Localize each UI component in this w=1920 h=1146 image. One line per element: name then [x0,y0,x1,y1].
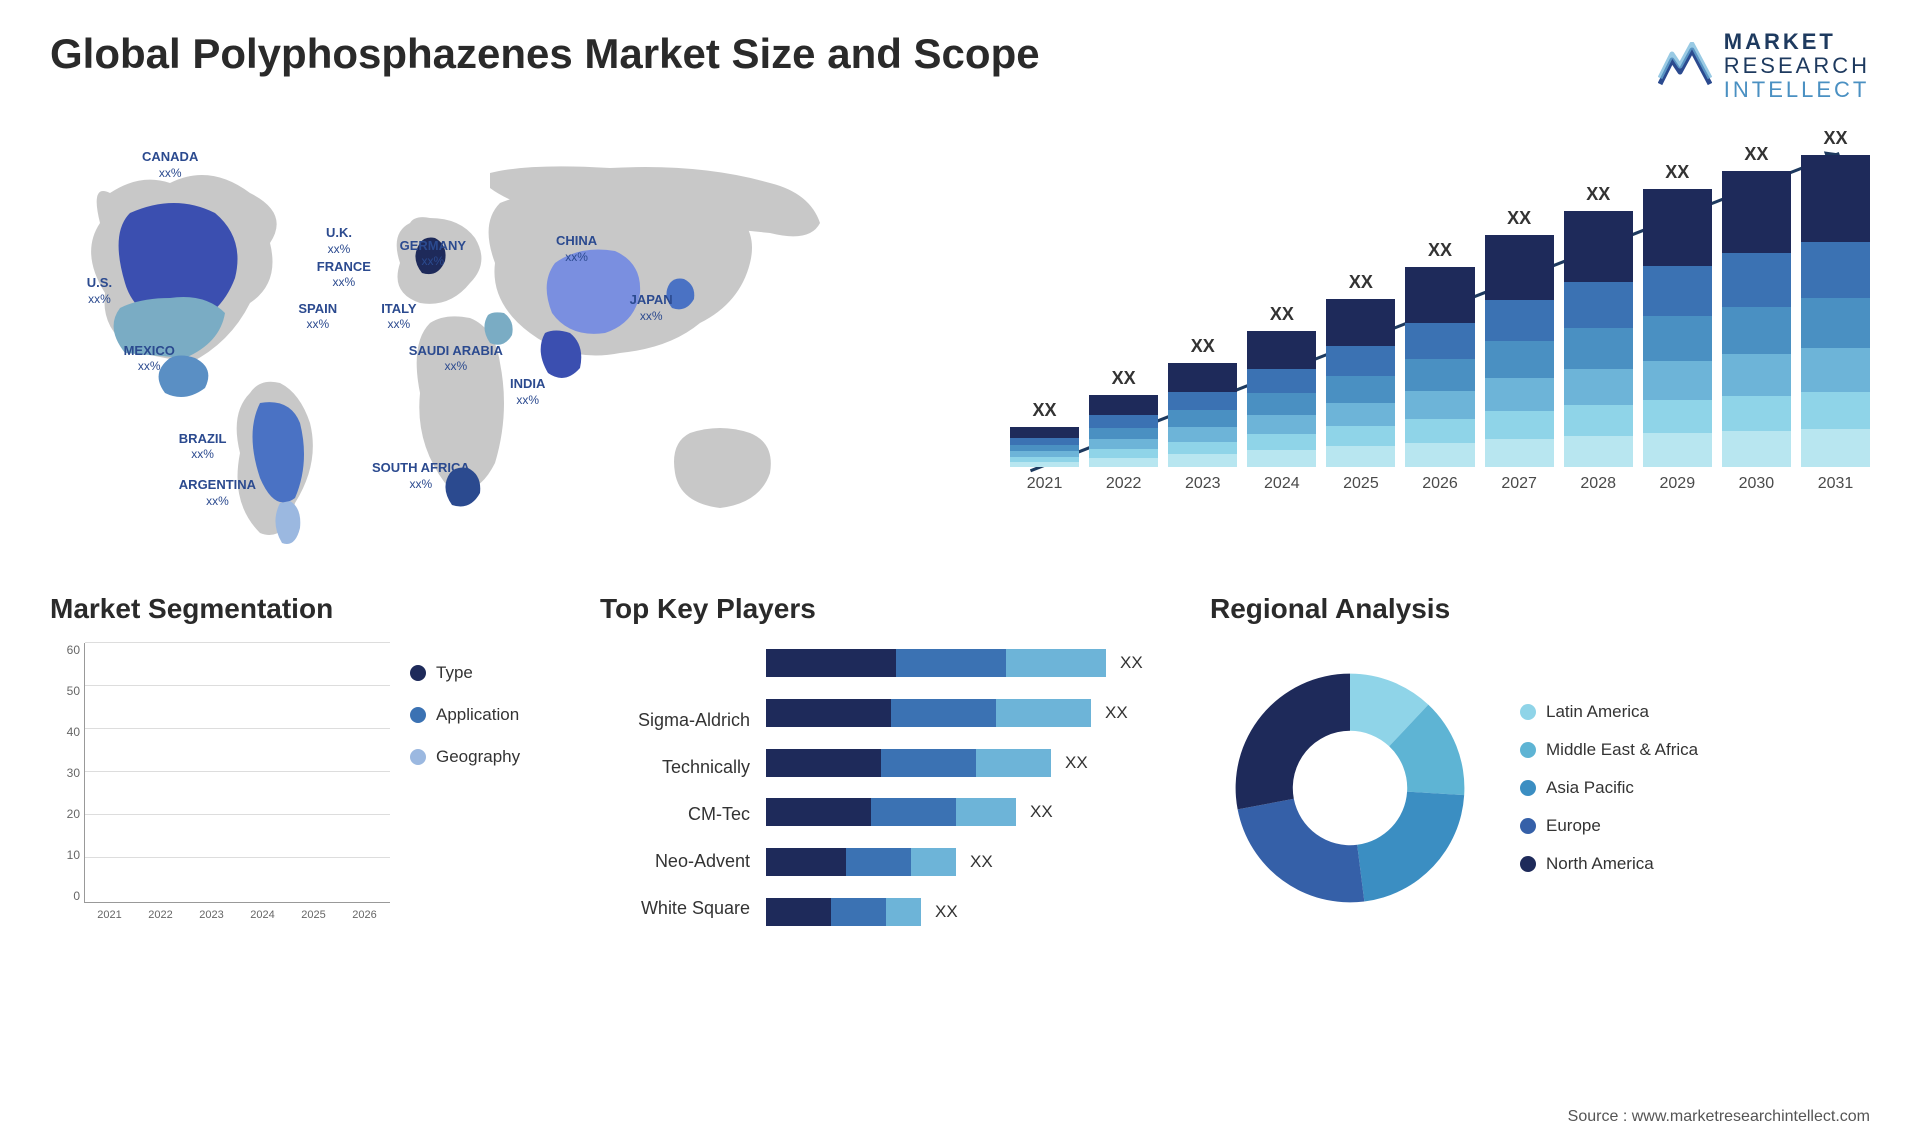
region-legend-item: North America [1520,854,1698,874]
growth-value-label: XX [1191,336,1215,357]
map-label-saudiarabia: SAUDI ARABIAxx% [409,343,503,374]
growth-value-label: XX [1823,128,1847,149]
segmentation-legend: Type Application Geography [410,643,520,933]
map-label-argentina: ARGENTINAxx% [179,477,256,508]
player-row: XX [766,749,1180,777]
growth-value-label: XX [1112,368,1136,389]
growth-bar-2025: XX 2025 [1326,272,1395,493]
growth-bar-2021: XX 2021 [1010,400,1079,493]
growth-year-label: 2021 [1027,475,1063,493]
seg-legend-item: Application [410,705,520,725]
growth-year-label: 2025 [1343,475,1379,493]
growth-year-label: 2022 [1106,475,1142,493]
world-map: CANADAxx% U.S.xx% MEXICOxx% BRAZILxx% ARGENT… [50,133,970,553]
donut-slice [1236,673,1350,809]
players-labels: Sigma-Aldrich Technically CM-Tec Neo-Advent… [600,643,750,933]
growth-year-label: 2028 [1580,475,1616,493]
regional-donut [1210,658,1490,918]
map-label-brazil: BRAZILxx% [179,431,227,462]
map-label-southafrica: SOUTH AFRICAxx% [372,460,470,491]
segmentation-panel: Market Segmentation 0102030405060 202120… [50,593,570,933]
growth-bar-2024: XX 2024 [1247,304,1316,493]
growth-bar-2031: XX 2031 [1801,128,1870,493]
growth-bar-2023: XX 2023 [1168,336,1237,493]
page-title: Global Polyphosphazenes Market Size and … [50,30,1040,78]
growth-value-label: XX [1349,272,1373,293]
growth-value-label: XX [1744,144,1768,165]
source-label: Source : www.marketresearchintellect.com [1568,1108,1870,1126]
donut-slice [1357,791,1464,901]
map-label-spain: SPAINxx% [298,301,337,332]
segmentation-title: Market Segmentation [50,593,570,625]
growth-year-label: 2026 [1422,475,1458,493]
player-label: Technically [600,757,750,778]
growth-value-label: XX [1507,208,1531,229]
region-legend-item: Latin America [1520,702,1698,722]
growth-year-label: 2023 [1185,475,1221,493]
map-label-uk: U.K.xx% [326,225,352,256]
growth-year-label: 2029 [1660,475,1696,493]
regional-title: Regional Analysis [1210,593,1870,625]
region-legend-item: Asia Pacific [1520,778,1698,798]
player-value-label: XX [1105,703,1128,723]
growth-value-label: XX [1665,162,1689,183]
growth-year-label: 2030 [1739,475,1775,493]
growth-year-label: 2031 [1818,475,1854,493]
growth-value-label: XX [1428,240,1452,261]
growth-bar-2026: XX 2026 [1405,240,1474,493]
player-label: CM-Tec [600,804,750,825]
player-value-label: XX [1120,653,1143,673]
segmentation-chart: 0102030405060 202120222023202420252026 [50,643,390,933]
players-bars: XX XX XX XX XX XX [766,643,1180,933]
map-label-japan: JAPANxx% [630,292,673,323]
player-value-label: XX [935,902,958,922]
map-label-france: FRANCExx% [317,259,371,290]
growth-value-label: XX [1033,400,1057,421]
map-label-germany: GERMANYxx% [400,238,466,269]
growth-bar-2022: XX 2022 [1089,368,1158,493]
seg-legend-item: Type [410,663,520,683]
players-panel: Top Key Players Sigma-Aldrich Technically… [600,593,1180,933]
player-row: XX [766,848,1180,876]
logo-text-1: MARKET [1724,30,1870,54]
map-label-us: U.S.xx% [87,275,112,306]
growth-bar-2030: XX 2030 [1722,144,1791,493]
growth-value-label: XX [1270,304,1294,325]
map-label-mexico: MEXICOxx% [124,343,175,374]
logo-icon [1658,42,1712,90]
player-value-label: XX [970,852,993,872]
map-label-italy: ITALYxx% [381,301,416,332]
regional-panel: Regional Analysis Latin America Middle Ea… [1210,593,1870,933]
region-legend-item: Middle East & Africa [1520,740,1698,760]
player-value-label: XX [1065,753,1088,773]
growth-value-label: XX [1586,184,1610,205]
logo-text-3: INTELLECT [1724,78,1870,102]
players-title: Top Key Players [600,593,1180,625]
growth-bar-2028: XX 2028 [1564,184,1633,493]
player-label: Neo-Advent [600,851,750,872]
player-row: XX [766,898,1180,926]
logo-text-2: RESEARCH [1724,54,1870,78]
growth-year-label: 2027 [1501,475,1537,493]
player-row: XX [766,699,1180,727]
logo: MARKET RESEARCH INTELLECT [1658,30,1870,103]
player-value-label: XX [1030,802,1053,822]
player-label: White Square [600,898,750,919]
growth-bar-2029: XX 2029 [1643,162,1712,493]
growth-year-label: 2024 [1264,475,1300,493]
growth-chart: XX 2021 XX 2022 XX 2023 XX 2024 XX 2025 XX 2026 XX 20… [1010,133,1870,553]
map-label-canada: CANADAxx% [142,149,198,180]
region-legend-item: Europe [1520,816,1698,836]
growth-bar-2027: XX 2027 [1485,208,1554,493]
player-row: XX [766,649,1180,677]
player-label: Sigma-Aldrich [600,710,750,731]
seg-legend-item: Geography [410,747,520,767]
donut-slice [1238,798,1365,902]
player-row: XX [766,798,1180,826]
map-label-india: INDIAxx% [510,376,545,407]
map-label-china: CHINAxx% [556,233,597,264]
regional-legend: Latin America Middle East & Africa Asia Pa… [1520,702,1698,874]
